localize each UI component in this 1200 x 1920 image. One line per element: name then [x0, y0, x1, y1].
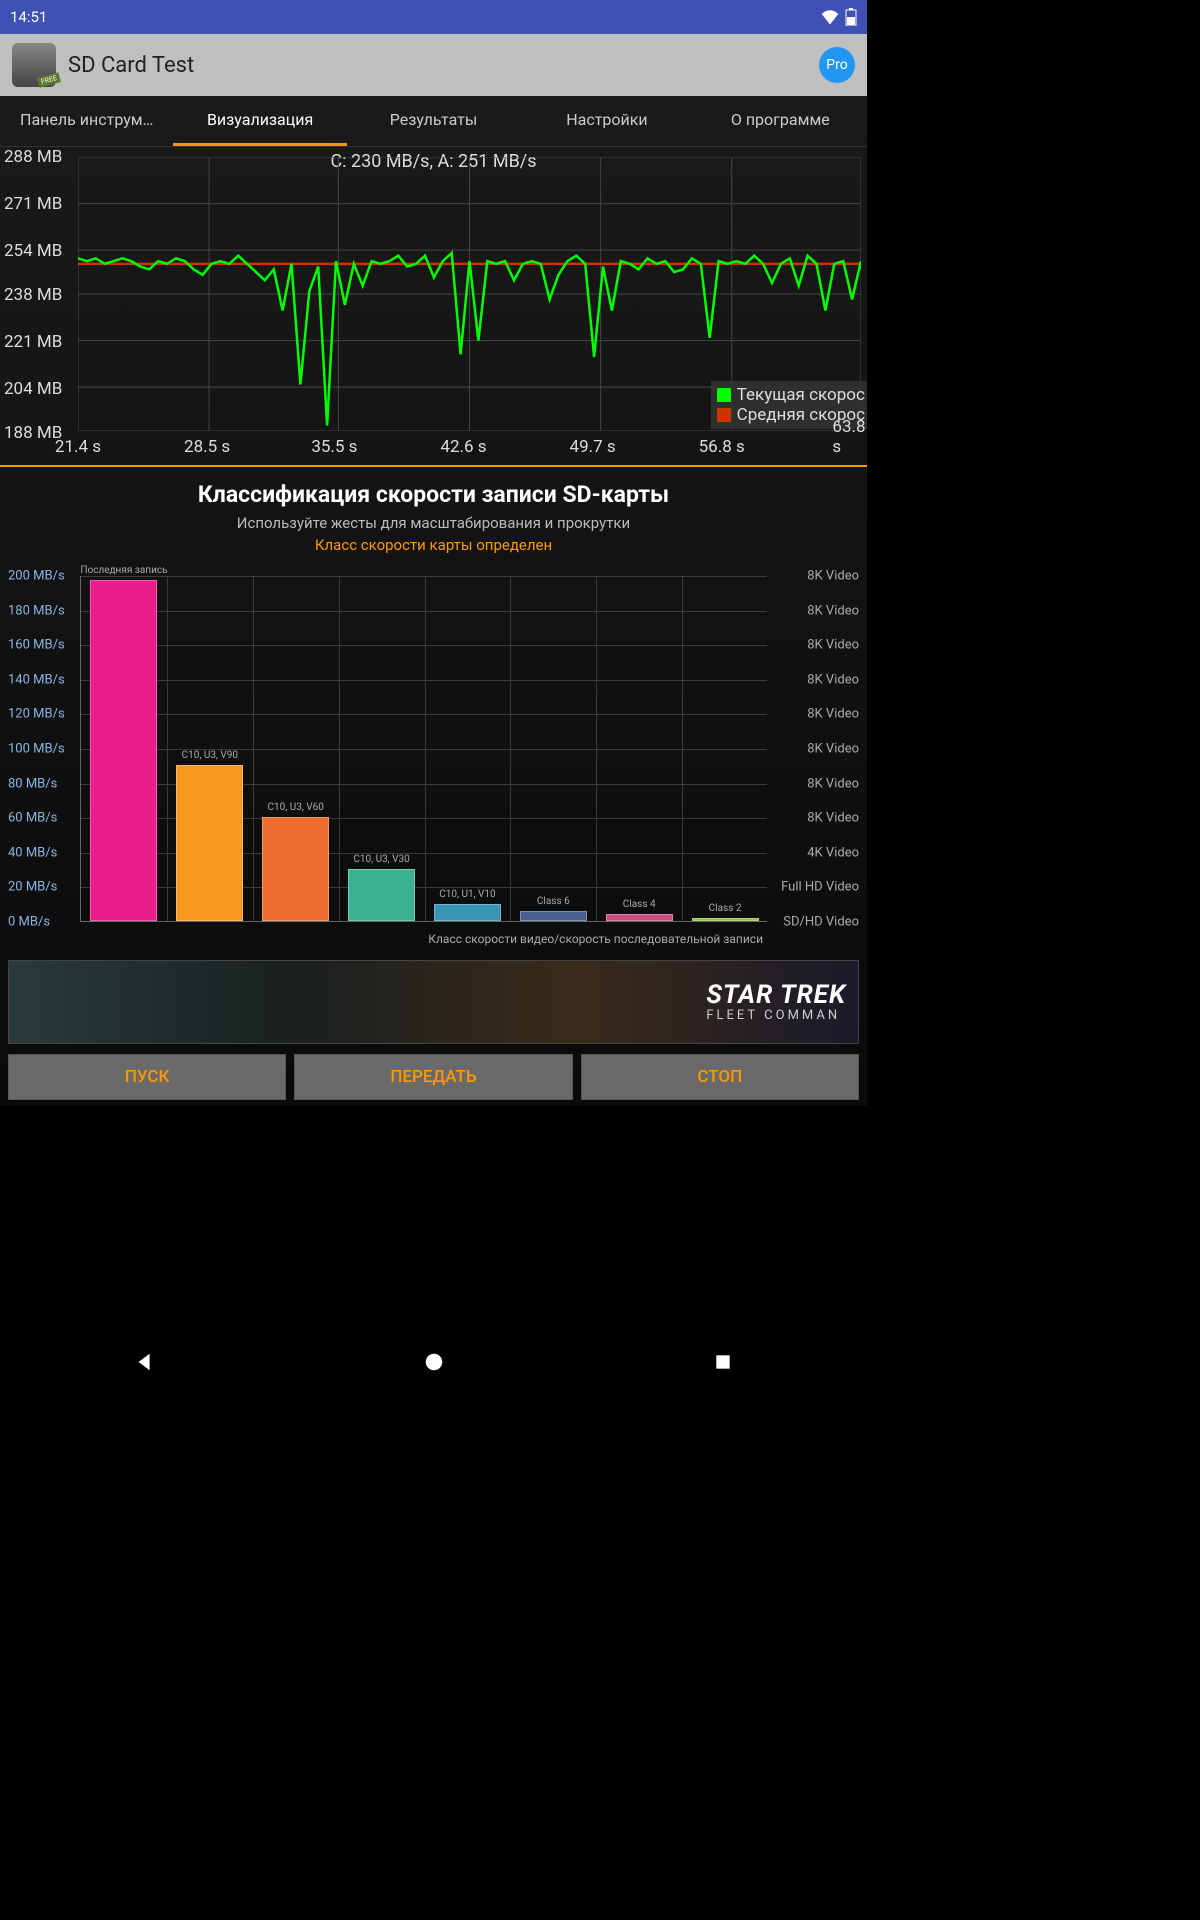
chart2-ytick: 120 MB/s [8, 707, 65, 722]
bar-label: C10, U3, V90 [182, 750, 238, 761]
chart1-xtick: 21.4 s [55, 437, 101, 457]
chart1-xtick: 35.5 s [311, 437, 357, 457]
legend-item: Текущая скорос [717, 385, 865, 405]
bar-label: C10, U3, V60 [268, 802, 324, 813]
bar-label: C10, U1, V10 [439, 889, 495, 900]
classification-header: Классификация скорости записи SD-карты И… [0, 467, 867, 558]
nav-home-icon[interactable] [423, 1351, 445, 1373]
chart2-rightlabel: 8K Video [807, 776, 859, 791]
chart1-ytick: 221 MB [4, 332, 62, 352]
chart1-ytick: 238 MB [4, 285, 62, 305]
chart2-ytick: 100 MB/s [8, 742, 65, 757]
chart2-rightlabel: Full HD Video [781, 880, 859, 895]
chart1-xtick: 63.8 s [832, 417, 865, 457]
chart2-caption: Класс скорости видео/скорость последоват… [428, 932, 763, 946]
bar-1 [176, 765, 243, 921]
chart2-rightlabel: 8K Video [807, 811, 859, 826]
nav-back-icon[interactable] [134, 1351, 156, 1373]
bar-0 [90, 580, 157, 921]
speed-line-chart[interactable]: C: 230 MB/s, A: 251 MB/s Текущая скоросС… [0, 147, 867, 467]
chart2-rightlabel: SD/HD Video [783, 915, 859, 930]
start-button[interactable]: ПУСК [8, 1054, 286, 1100]
bar-4 [434, 904, 501, 921]
chart1-ytick: 288 MB [4, 147, 62, 167]
tab-2[interactable]: Результаты [347, 96, 520, 146]
chart1-ytick: 188 MB [4, 423, 62, 443]
chart2-ytick: 180 MB/s [8, 603, 65, 618]
classification-title: Классификация скорости записи SD-карты [8, 481, 859, 508]
chart2-ytick: 200 MB/s [8, 569, 65, 584]
chart2-plot: Последняя записьC10, U3, V90C10, U3, V60… [80, 576, 767, 922]
bar-label: Class 4 [623, 899, 656, 910]
tab-3[interactable]: Настройки [520, 96, 693, 146]
chart1-xtick: 42.6 s [440, 437, 486, 457]
chart2-ytick: 60 MB/s [8, 811, 57, 826]
chart2-rightlabel: 8K Video [807, 638, 859, 653]
chart1-xtick: 28.5 s [184, 437, 230, 457]
stop-button[interactable]: СТОП [581, 1054, 859, 1100]
chart2-ytick: 80 MB/s [8, 776, 57, 791]
tab-1[interactable]: Визуализация [173, 96, 346, 146]
bar-2 [262, 817, 329, 921]
chart2-ytick: 160 MB/s [8, 638, 65, 653]
chart2-ytick: 20 MB/s [8, 880, 57, 895]
bar-7 [692, 918, 759, 921]
chart1-ytick: 254 MB [4, 241, 62, 261]
bar-label: Class 6 [537, 896, 570, 907]
app-bar: SD Card Test Pro [0, 34, 867, 96]
tab-4[interactable]: О программе [694, 96, 867, 146]
chart2-rightlabel: 8K Video [807, 569, 859, 584]
chart2-ytick: 40 MB/s [8, 845, 57, 860]
bar-label: Последняя запись [80, 565, 167, 576]
bar-3 [348, 869, 415, 921]
send-button[interactable]: ПЕРЕДАТЬ [294, 1054, 572, 1100]
chart1-xtick: 56.8 s [699, 437, 745, 457]
chart1-xtick: 49.7 s [570, 437, 616, 457]
tab-0[interactable]: Панель инструм… [0, 96, 173, 146]
wifi-icon [821, 9, 839, 25]
tab-bar: Панель инструм…ВизуализацияРезультатыНас… [0, 96, 867, 147]
status-bar: 14:51 [0, 0, 867, 34]
ad-subtitle: FLEET COMMAN [706, 1008, 846, 1023]
chart1-ytick: 271 MB [4, 194, 62, 214]
android-navbar [0, 1337, 867, 1387]
bar-6 [606, 914, 673, 921]
classification-subtitle: Используйте жесты для масштабирования и … [8, 514, 859, 532]
bar-5 [520, 911, 587, 921]
app-title: SD Card Test [68, 53, 194, 78]
ad-banner[interactable]: STAR TREK FLEET COMMAN [8, 960, 859, 1044]
chart2-rightlabel: 4K Video [807, 845, 859, 860]
status-time: 14:51 [10, 8, 47, 26]
content-area: Панель инструм…ВизуализацияРезультатыНас… [0, 96, 867, 1106]
chart2-rightlabel: 8K Video [807, 707, 859, 722]
chart1-ytick: 204 MB [4, 379, 62, 399]
action-buttons: ПУСК ПЕРЕДАТЬ СТОП [0, 1048, 867, 1106]
bar-label: C10, U3, V30 [353, 854, 409, 865]
app-icon [12, 43, 56, 87]
status-icons [821, 8, 857, 26]
battery-icon [845, 8, 857, 26]
ad-title: STAR TREK [706, 982, 846, 1008]
chart2-rightlabel: 8K Video [807, 742, 859, 757]
chart2-ytick: 140 MB/s [8, 672, 65, 687]
pro-badge[interactable]: Pro [819, 47, 855, 83]
chart2-rightlabel: 8K Video [807, 672, 859, 687]
nav-recent-icon[interactable] [713, 1352, 733, 1372]
speed-bar-chart[interactable]: Последняя записьC10, U3, V90C10, U3, V60… [8, 570, 859, 952]
classification-note: Класс скорости карты определен [8, 536, 859, 554]
chart2-ytick: 0 MB/s [8, 915, 50, 930]
chart2-rightlabel: 8K Video [807, 603, 859, 618]
bar-label: Class 2 [709, 903, 742, 914]
